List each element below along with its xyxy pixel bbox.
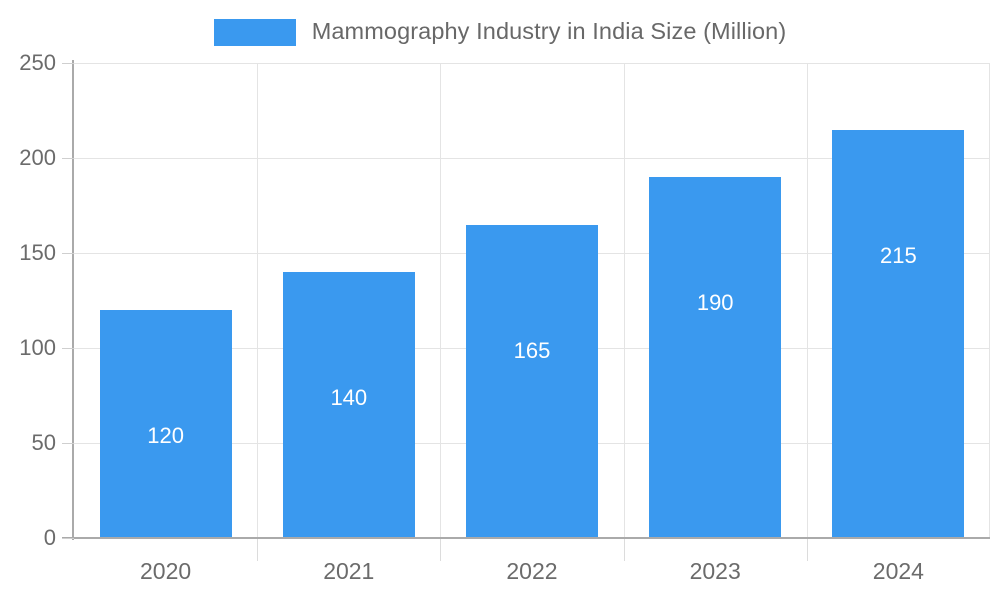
- bar[interactable]: [99, 310, 232, 538]
- gridline-horizontal: [74, 63, 990, 64]
- legend-color-swatch: [213, 18, 296, 46]
- x-axis-tick-label: 2022: [506, 558, 558, 584]
- bar[interactable]: [649, 177, 782, 538]
- x-axis-tick-label: 2023: [689, 558, 741, 584]
- x-axis-tick-label: 2020: [140, 558, 192, 584]
- plot-area: 120 140 165 190 215: [74, 63, 990, 539]
- chart-legend: Mammography Industry in India Size (Mill…: [0, 12, 1000, 52]
- y-axis-tick-label: 0: [43, 525, 56, 550]
- x-axis-line: [62, 537, 990, 539]
- y-axis-tick-label: 200: [19, 145, 56, 170]
- y-axis-tick-label: 250: [19, 50, 56, 75]
- gridline-vertical: [624, 63, 625, 538]
- x-axis-tick-mark: [257, 539, 258, 561]
- gridline-vertical: [807, 63, 808, 538]
- x-axis-tick-mark: [440, 539, 441, 561]
- y-axis-tick-mark: [62, 253, 74, 254]
- bar[interactable]: [466, 224, 598, 538]
- x-axis-tick-mark: [624, 539, 625, 561]
- y-axis-tick-mark: [62, 538, 74, 539]
- y-axis-tick-mark: [62, 348, 74, 349]
- legend-label: Mammography Industry in India Size (Mill…: [311, 18, 787, 45]
- y-axis-tick-mark: [62, 63, 74, 64]
- y-axis-tick-label: 50: [31, 430, 56, 455]
- y-axis-tick-label: 100: [19, 335, 56, 360]
- y-axis-tick-mark: [62, 158, 74, 159]
- x-axis-tick-mark: [807, 539, 808, 561]
- y-axis-tick-label: 150: [19, 240, 56, 265]
- y-axis-tick-mark: [62, 443, 74, 444]
- gridline-horizontal: [74, 158, 990, 159]
- bar[interactable]: [832, 129, 965, 538]
- plot-frame-right: [989, 63, 990, 538]
- gridline-vertical: [257, 63, 258, 538]
- bar[interactable]: [282, 272, 415, 538]
- gridline-vertical: [440, 63, 441, 538]
- x-axis-tick-label: 2021: [323, 558, 375, 584]
- y-axis-line: [72, 60, 74, 540]
- x-axis-tick-label: 2024: [872, 558, 924, 584]
